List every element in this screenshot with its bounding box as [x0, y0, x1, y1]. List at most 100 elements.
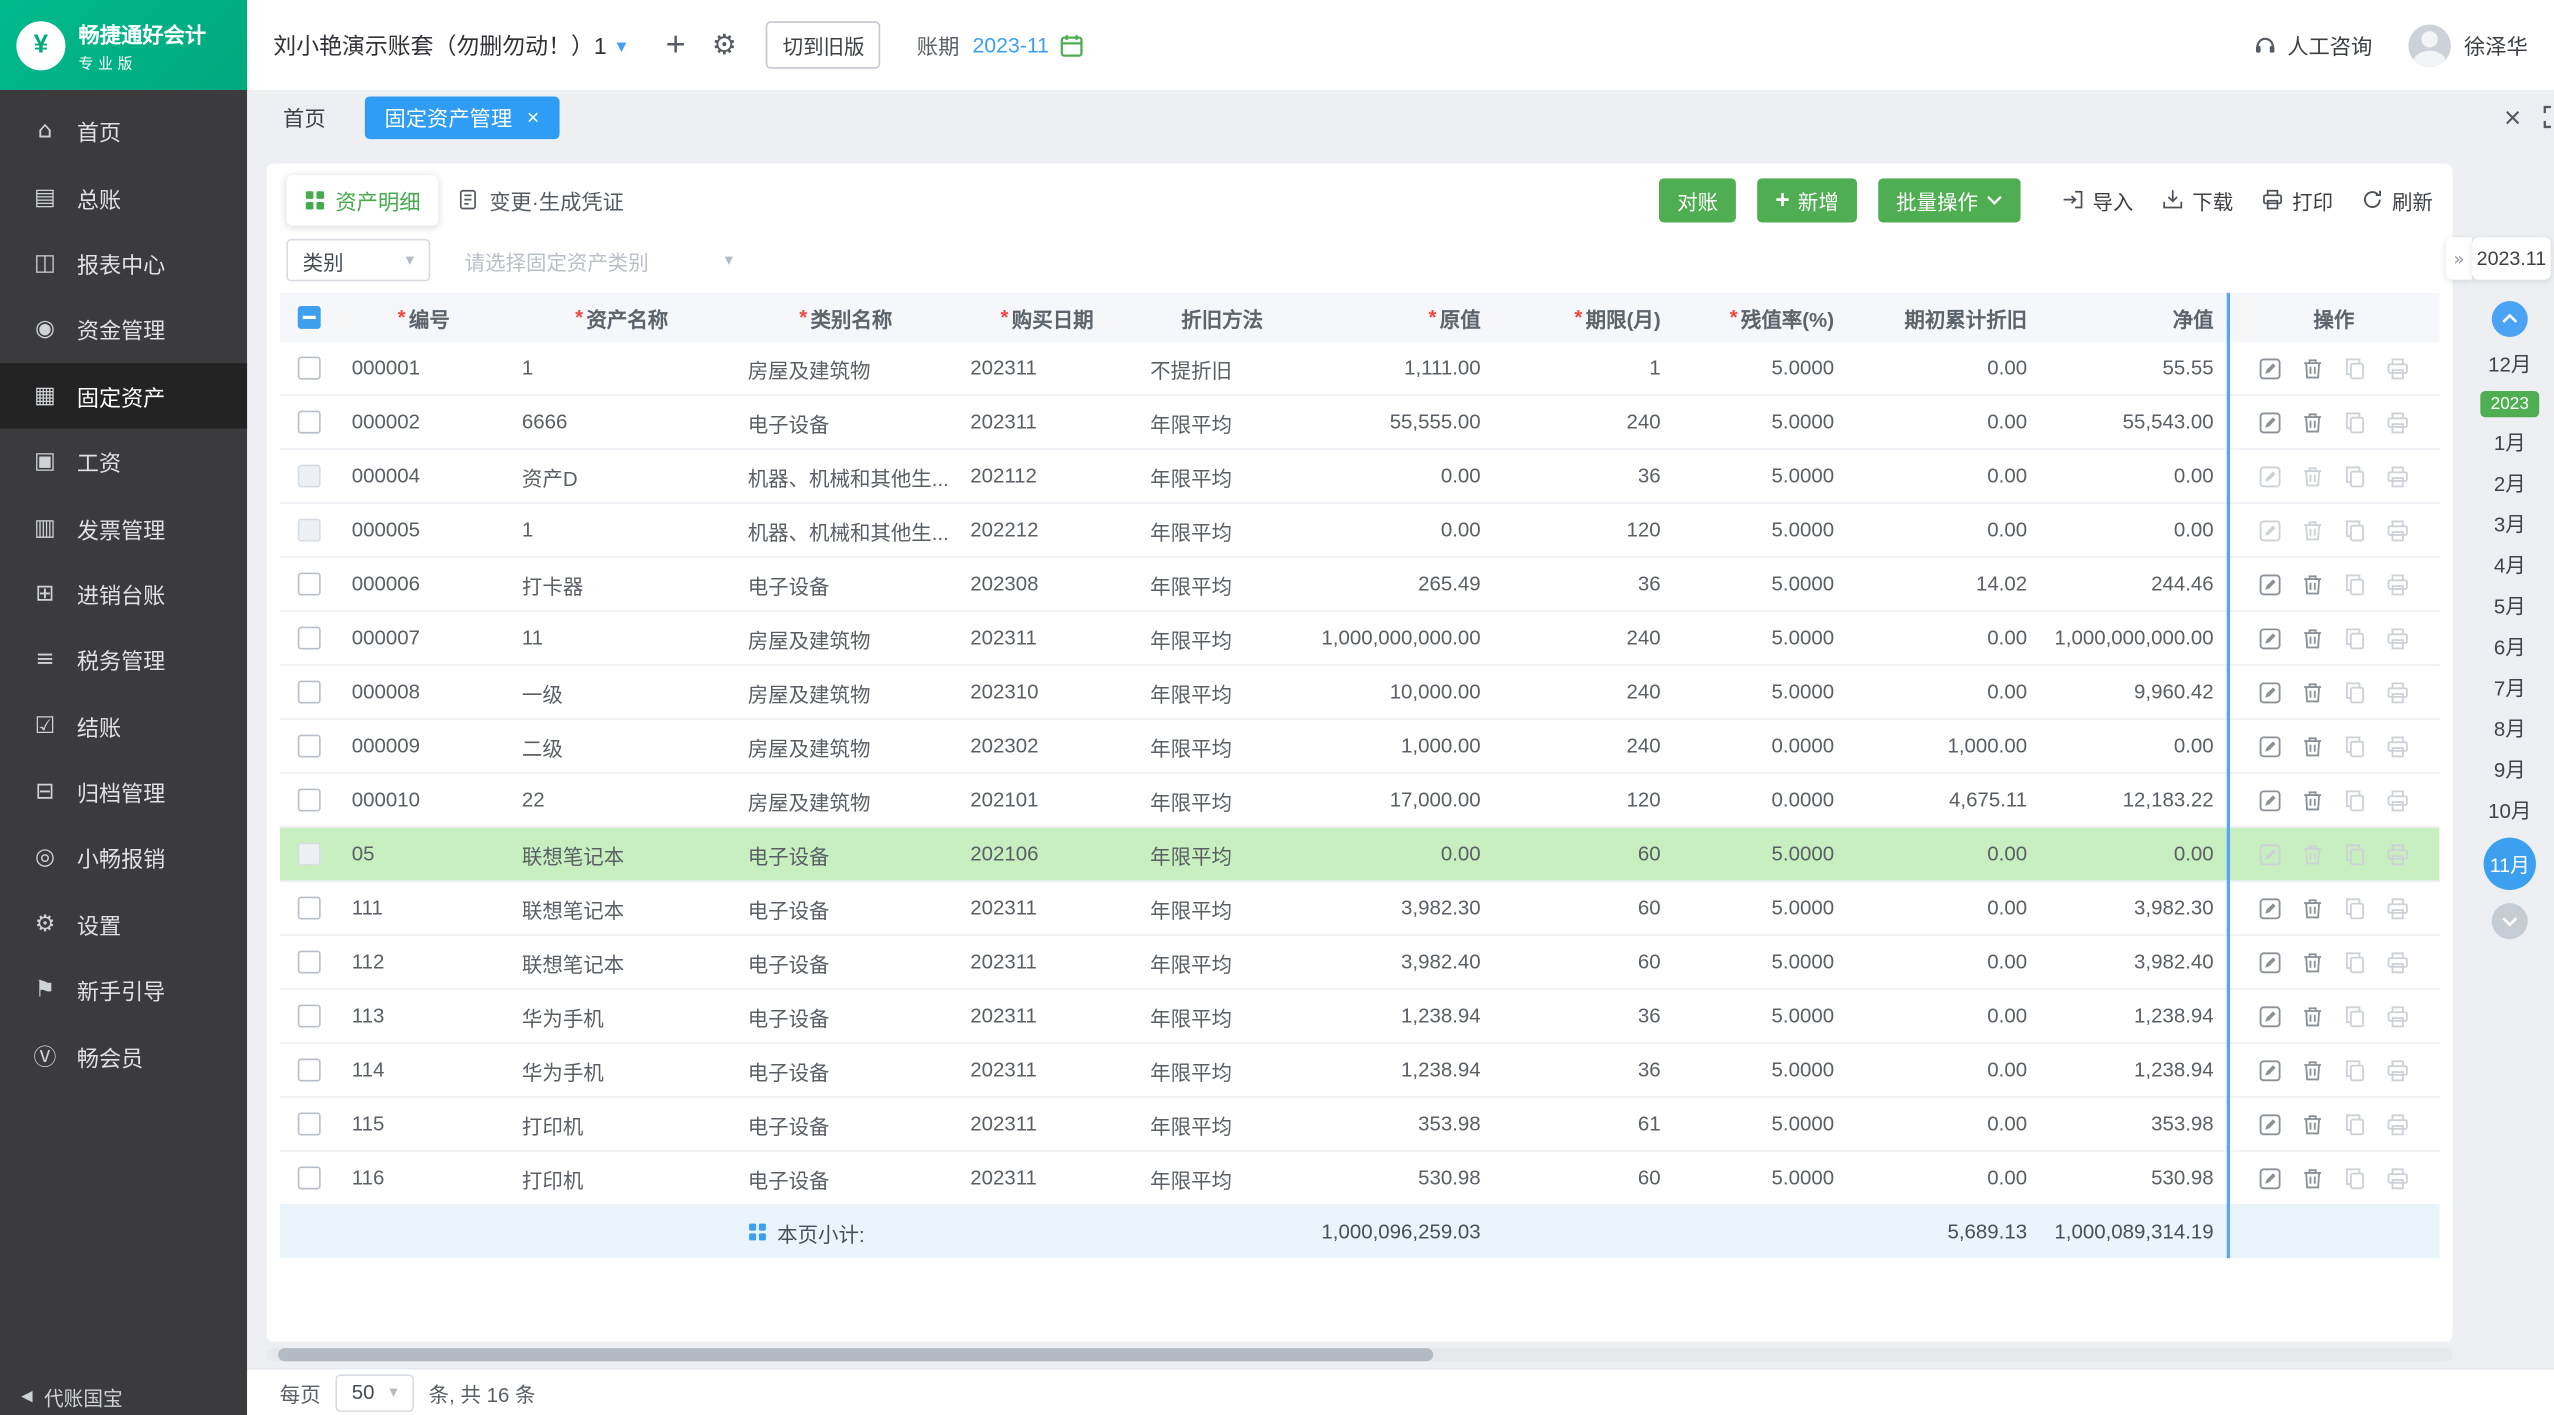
calendar-month[interactable]: 10月 [2488, 800, 2532, 823]
calendar-month[interactable]: 2月 [2493, 472, 2526, 496]
delete-icon[interactable] [2300, 572, 2325, 597]
delete-icon[interactable] [2300, 734, 2325, 759]
table-row[interactable]: 116 打印机 电子设备 202311 年限平均 530.98 60 5.0000 0.00 53… [279, 1151, 2440, 1206]
table-row[interactable]: 000010 22 房屋及建筑物 202101 年限平均 17,000.00 120 0.00… [279, 773, 2440, 828]
tab-close-icon[interactable]: × [526, 104, 540, 130]
sidebar-item-fixed-assets[interactable]: ▦ 固定资产 [0, 362, 248, 429]
copy-icon[interactable] [2343, 734, 2368, 759]
edit-icon[interactable] [2258, 680, 2283, 705]
edit-icon[interactable] [2258, 518, 2283, 543]
table-row[interactable]: 111 联想笔记本 电子设备 202311 年限平均 3,982.30 60 5.0000 0.… [279, 881, 2440, 936]
calendar-icon[interactable] [1059, 32, 1085, 58]
chevron-down-icon[interactable]: ▾ [616, 33, 627, 57]
row-checkbox[interactable] [297, 680, 321, 704]
calendar-month[interactable]: 5月 [2493, 595, 2526, 619]
copy-icon[interactable] [2343, 1058, 2368, 1083]
table-row[interactable]: 000006 打卡器 电子设备 202308 年限平均 265.49 36 5.0000 14.… [279, 557, 2440, 612]
copy-icon[interactable] [2343, 1166, 2368, 1191]
calendar-month[interactable]: 7月 [2493, 677, 2526, 701]
table-row[interactable]: 000005 1 机器、机械和其他生... 202212 年限平均 0.00 120 5.00… [279, 503, 2440, 558]
delete-icon[interactable] [2300, 1058, 2325, 1083]
print-icon[interactable] [2385, 1004, 2410, 1029]
table-row[interactable]: 112 联想笔记本 电子设备 202311 年限平均 3,982.40 60 5.0000 0.… [279, 935, 2440, 990]
filter-field-select[interactable]: 类别 ▾ [286, 238, 431, 282]
edit-icon[interactable] [2258, 950, 2283, 975]
row-checkbox[interactable] [297, 626, 321, 650]
copy-icon[interactable] [2343, 572, 2368, 597]
row-checkbox[interactable] [297, 896, 321, 920]
table-row[interactable]: 000001 1 房屋及建筑物 202311 不提折旧 1,111.00 1 5.0000 0.… [279, 341, 2440, 396]
delete-icon[interactable] [2300, 518, 2325, 543]
fullscreen-icon[interactable] [2542, 105, 2553, 130]
delete-icon[interactable] [2300, 410, 2325, 435]
row-checkbox[interactable] [297, 356, 321, 380]
edit-icon[interactable] [2258, 572, 2283, 597]
asset-category-select[interactable]: 请选择固定资产类别 ▾ [464, 251, 733, 275]
delete-icon[interactable] [2300, 1166, 2325, 1191]
edit-icon[interactable] [2258, 356, 2283, 381]
row-checkbox[interactable] [297, 1166, 321, 1190]
sidebar-item-ledger[interactable]: ▤ 总账 [0, 164, 247, 230]
copy-icon[interactable] [2343, 518, 2368, 543]
account-set-selector[interactable]: 刘小艳演示账套（勿删勿动！）1 [273, 31, 607, 59]
sidebar-item-report[interactable]: ◫ 报表中心 [0, 230, 247, 296]
delete-icon[interactable] [2300, 842, 2325, 867]
sidebar-item-member[interactable]: Ⓥ 畅会员 [0, 1023, 247, 1089]
sidebar-item-archive[interactable]: ⊟ 归档管理 [0, 759, 247, 825]
table-row[interactable]: 000004 资产D 机器、机械和其他生... 202112 年限平均 0.00 36 5.0… [279, 449, 2440, 504]
gear-icon[interactable]: ⚙ [711, 28, 737, 62]
print-icon[interactable] [2385, 464, 2410, 489]
print-icon[interactable] [2385, 950, 2410, 975]
sidebar-item-invoice[interactable]: ▥ 发票管理 [0, 495, 247, 561]
row-checkbox[interactable] [297, 572, 321, 596]
scrollbar-thumb[interactable] [278, 1348, 1434, 1362]
sidebar-bottom-link[interactable]: ◀ 代账国宝 [0, 1379, 247, 1415]
per-page-select[interactable]: 50 ▾ [335, 1373, 414, 1412]
sidebar-item-closing[interactable]: ☑ 结账 [0, 693, 247, 759]
print-button[interactable]: 打印 [2261, 184, 2333, 215]
print-icon[interactable] [2385, 896, 2410, 921]
sidebar-item-settings[interactable]: ⚙ 设置 [0, 891, 247, 957]
tab-home[interactable]: 首页 [283, 106, 326, 131]
table-row[interactable]: 114 华为手机 电子设备 202311 年限平均 1,238.94 36 5.0000 0.0… [279, 1043, 2440, 1098]
subtab-change-voucher[interactable]: 变更·生成凭证 [439, 174, 642, 225]
row-checkbox[interactable] [297, 734, 321, 758]
horizontal-scrollbar[interactable] [266, 1348, 2453, 1362]
edit-icon[interactable] [2258, 464, 2283, 489]
copy-icon[interactable] [2343, 896, 2368, 921]
scroll-down-button[interactable] [2491, 903, 2528, 940]
refresh-button[interactable]: 刷新 [2361, 184, 2433, 215]
print-icon[interactable] [2385, 842, 2410, 867]
row-checkbox[interactable] [297, 1112, 321, 1136]
calendar-month[interactable]: 9月 [2493, 759, 2526, 783]
sidebar-item-tax[interactable]: ≡ 税务管理 [0, 627, 247, 693]
edit-icon[interactable] [2258, 842, 2283, 867]
sidebar-item-purchase-ledger[interactable]: ⊞ 进销台账 [0, 561, 247, 627]
copy-icon[interactable] [2343, 788, 2368, 813]
sidebar-item-salary[interactable]: ▣ 工资 [0, 429, 247, 495]
sidebar-item-funds[interactable]: ◉ 资金管理 [0, 296, 247, 362]
table-row[interactable]: 000007 11 房屋及建筑物 202311 年限平均 1,000,000,000.00… [279, 611, 2440, 666]
consult-button[interactable]: 人工咨询 [2253, 29, 2372, 60]
table-row[interactable]: 000008 一级 房屋及建筑物 202310 年限平均 10,000.00 240 5.00… [279, 665, 2440, 720]
print-icon[interactable] [2385, 518, 2410, 543]
print-icon[interactable] [2385, 1112, 2410, 1137]
sidebar-item-home[interactable]: ⌂ 首页 [0, 98, 247, 164]
edit-icon[interactable] [2258, 734, 2283, 759]
table-row[interactable]: 115 打印机 电子设备 202311 年限平均 353.98 61 5.0000 0.00 35… [279, 1097, 2440, 1152]
edit-icon[interactable] [2258, 1166, 2283, 1191]
subtab-asset-detail[interactable]: 资产明细 [286, 174, 439, 225]
copy-icon[interactable] [2343, 464, 2368, 489]
edit-icon[interactable] [2258, 1112, 2283, 1137]
delete-icon[interactable] [2300, 896, 2325, 921]
print-icon[interactable] [2385, 788, 2410, 813]
calendar-month[interactable]: 6月 [2493, 636, 2526, 660]
batch-actions-button[interactable]: 批量操作 [1878, 177, 2021, 222]
edit-icon[interactable] [2258, 626, 2283, 651]
edit-icon[interactable] [2258, 788, 2283, 813]
row-checkbox[interactable] [297, 950, 321, 974]
edit-icon[interactable] [2258, 1004, 2283, 1029]
print-icon[interactable] [2385, 1058, 2410, 1083]
print-icon[interactable] [2385, 626, 2410, 651]
calendar-month[interactable]: 1月 [2493, 431, 2526, 455]
